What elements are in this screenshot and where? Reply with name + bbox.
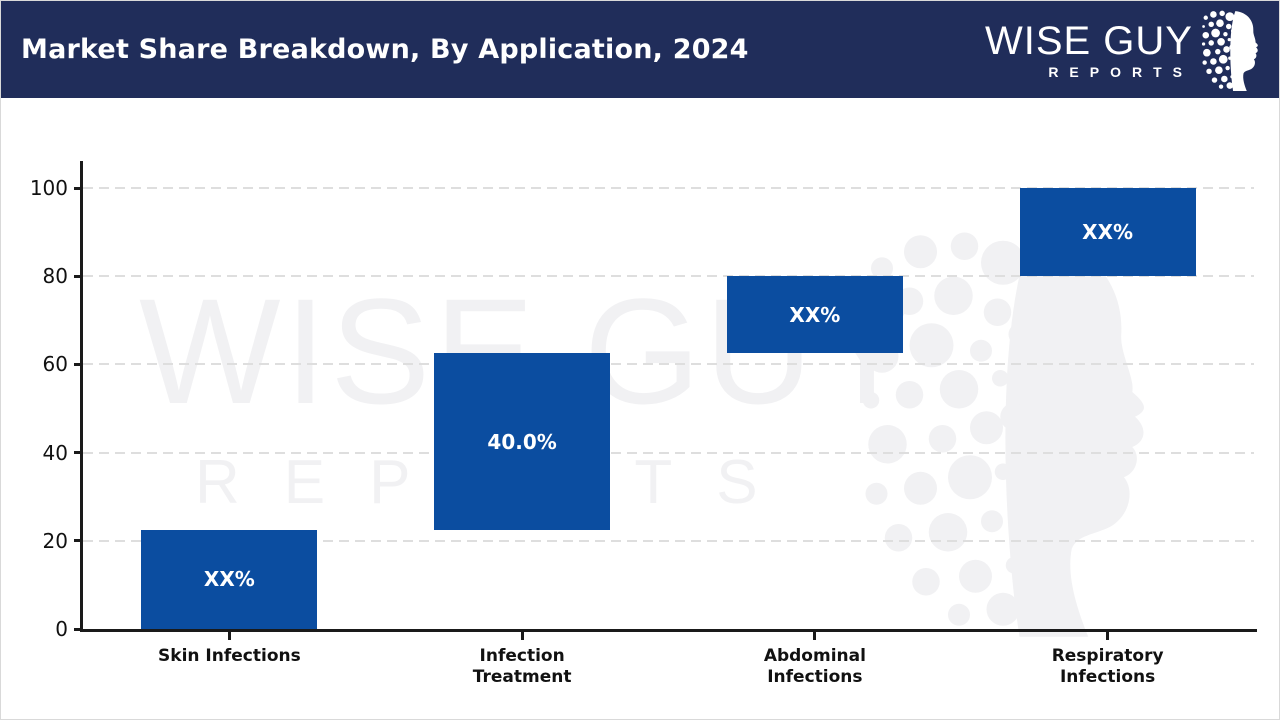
x-axis-label-abdominal-infections: Abdominal Infections [763,646,866,688]
x-tick-skin-infections [227,632,231,640]
y-tick-60 [74,362,82,366]
logo-text: WISE GUY REPORTS [985,21,1193,79]
logo-subtext: REPORTS [1048,63,1193,80]
y-tick-80 [74,274,82,278]
wiseguy-logo: WISE GUY REPORTS [985,9,1265,91]
gridline-60 [83,363,1254,366]
y-tick-label-80: 80 [42,264,68,289]
y-axis-spine [80,161,83,632]
x-tick-infection-treatment [520,632,524,640]
x-tick-abdominal-infections [813,632,817,640]
gridline-80 [83,275,1254,278]
gridline-100 [83,187,1254,189]
y-tick-40 [74,451,82,455]
y-tick-label-100: 100 [29,176,68,200]
y-tick-20 [74,539,82,543]
x-axis-label-skin-infections: Skin Infections [158,646,301,666]
bar-infection-treatment: 40.0% [434,353,611,530]
bar-value-label-skin-infections: XX% [203,567,255,592]
logo-head-icon [1201,10,1258,91]
bar-value-label-respiratory-infections: XX% [1082,220,1134,245]
y-tick-label-20: 20 [42,528,68,553]
logo-wordmark: WISE GUY [984,18,1193,63]
y-tick-label-40: 40 [42,440,68,465]
bar-skin-infections: XX% [141,529,318,629]
y-tick-0 [74,627,82,631]
y-tick-label-0: 0 [55,617,68,641]
page-title: Market Share Breakdown, By Application, … [21,34,749,65]
y-tick-label-60: 60 [42,352,68,377]
x-tick-respiratory-infections [1106,632,1110,640]
bar-abdominal-infections: XX% [726,276,903,354]
x-axis-label-respiratory-infections: Respiratory Infections [1051,646,1164,688]
bar-value-label-abdominal-infections: XX% [789,302,841,327]
header: Market Share Breakdown, By Application, … [1,1,1279,98]
plot-area: 0 20 40 60 80 100 XX% Skin Infections 40.0% Infec… [1,98,1279,719]
bar-respiratory-infections: XX% [1019,188,1196,277]
bar-value-label-infection-treatment: 40.0% [487,429,557,454]
x-axis-label-infection-treatment: Infection Treatment [472,646,572,688]
y-tick-100 [74,186,82,190]
gridline-40 [83,451,1254,454]
x-axis-spine [80,629,1257,632]
gridline-20 [83,539,1254,542]
